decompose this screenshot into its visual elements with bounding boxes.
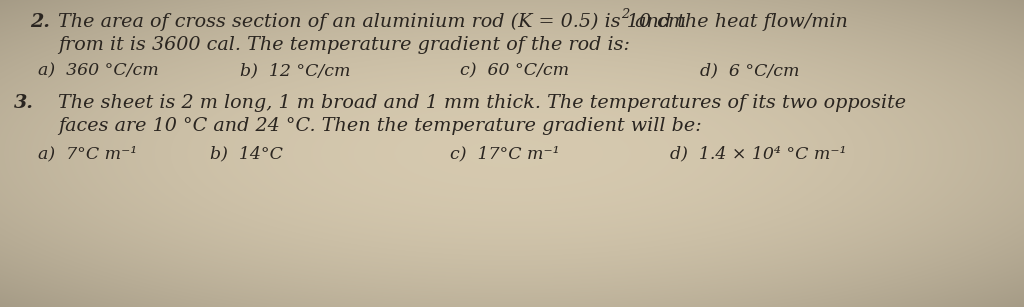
Text: The sheet is 2 m long, 1 m broad and 1 mm thick. The temperatures of its two opp: The sheet is 2 m long, 1 m broad and 1 m… — [58, 94, 906, 112]
Text: The area of cross section of an aluminium rod (K = 0.5) is 10 cm: The area of cross section of an aluminiu… — [58, 13, 686, 31]
Text: a)  360 °C/cm: a) 360 °C/cm — [38, 62, 159, 79]
Text: a)  7°C m⁻¹: a) 7°C m⁻¹ — [38, 145, 137, 162]
Text: 3.: 3. — [14, 94, 34, 112]
Text: 2.: 2. — [30, 13, 50, 31]
Text: b)  14°C: b) 14°C — [210, 145, 283, 162]
Text: b)  12 °C/cm: b) 12 °C/cm — [240, 62, 350, 79]
Text: faces are 10 °C and 24 °C. Then the temperature gradient will be:: faces are 10 °C and 24 °C. Then the temp… — [58, 117, 701, 135]
Text: c)  60 °C/cm: c) 60 °C/cm — [460, 62, 569, 79]
Text: from it is 3600 cal. The temperature gradient of the rod is:: from it is 3600 cal. The temperature gra… — [58, 36, 630, 54]
Text: c)  17°C m⁻¹: c) 17°C m⁻¹ — [450, 145, 560, 162]
Text: and the heat flow/min: and the heat flow/min — [629, 13, 848, 31]
Text: d)  1.4 × 10⁴ °C m⁻¹: d) 1.4 × 10⁴ °C m⁻¹ — [670, 145, 847, 162]
Text: 2: 2 — [621, 8, 630, 21]
Text: d)  6 °C/cm: d) 6 °C/cm — [700, 62, 800, 79]
